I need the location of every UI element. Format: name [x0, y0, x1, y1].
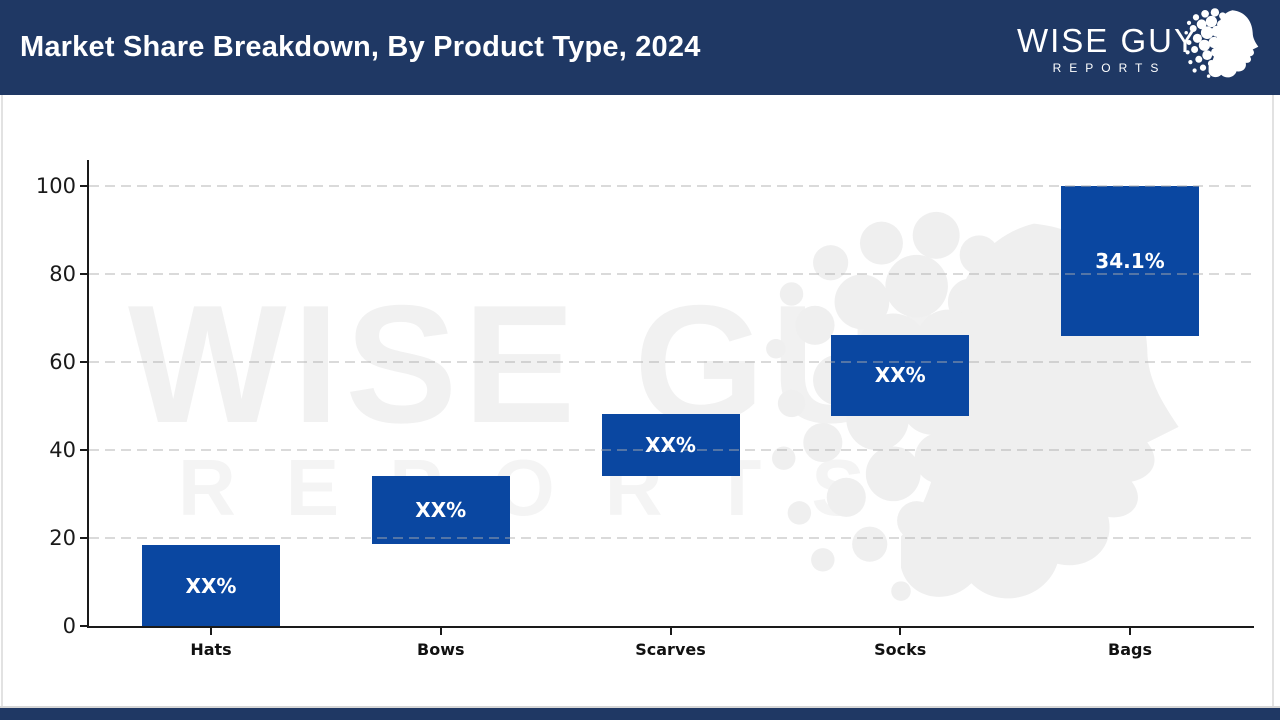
y-tick	[80, 273, 88, 275]
y-tick-label: 40	[49, 438, 76, 462]
x-tick	[439, 628, 442, 635]
x-category-label: Bows	[417, 640, 465, 659]
gridline	[89, 273, 1254, 275]
gridline	[89, 185, 1254, 187]
y-tick	[80, 449, 88, 451]
y-tick-label: 80	[49, 262, 76, 286]
y-tick	[80, 537, 88, 539]
bar-value-label: XX%	[874, 363, 926, 388]
x-axis-line	[87, 626, 1254, 628]
y-tick	[80, 185, 88, 187]
y-tick-label: 100	[35, 174, 76, 198]
watermark-text-sub: REPORTS	[178, 443, 915, 532]
x-category-label: Hats	[190, 640, 232, 659]
brand-logo-text: WISE GUY REPORTS	[1016, 21, 1198, 75]
page-title: Market Share Breakdown, By Product Type,…	[20, 31, 701, 63]
y-tick	[80, 361, 88, 363]
frame-left	[1, 95, 3, 710]
y-tick-label: 60	[49, 350, 76, 374]
y-tick	[80, 625, 88, 627]
bar-bags	[1061, 186, 1199, 337]
footer-divider	[0, 706, 1280, 708]
y-tick-label: 20	[49, 526, 76, 550]
x-category-label: Socks	[874, 640, 927, 659]
bar-hats	[142, 545, 280, 626]
bar-value-label: 34.1%	[1095, 249, 1165, 274]
x-tick	[1129, 628, 1131, 635]
x-category-label: Bags	[1108, 640, 1152, 659]
bar-value-label: XX%	[415, 497, 467, 522]
bar-socks	[831, 335, 970, 416]
gridline	[89, 449, 1254, 451]
brand-name: WISE GUY	[1016, 21, 1198, 59]
x-tick	[210, 628, 212, 635]
gridline	[89, 537, 1254, 539]
wise-guy-head-icon	[1182, 6, 1266, 86]
bar-value-label: XX%	[185, 573, 237, 598]
brand-subname: REPORTS	[1052, 60, 1167, 75]
header-bar: Market Share Breakdown, By Product Type,…	[0, 0, 1280, 95]
gridline	[89, 361, 1254, 363]
bar-value-label: XX%	[645, 433, 696, 458]
bar-bows	[371, 475, 510, 545]
x-tick	[669, 628, 672, 635]
y-axis-line	[87, 160, 89, 628]
bar-scarves	[601, 414, 740, 477]
x-category-label: Scarves	[635, 640, 706, 659]
footer-bar	[0, 708, 1280, 720]
y-tick-label: 0	[62, 614, 76, 638]
x-tick	[899, 628, 902, 635]
frame-right	[1272, 95, 1274, 710]
brand-logo: WISE GUY REPORTS	[1017, 6, 1266, 86]
